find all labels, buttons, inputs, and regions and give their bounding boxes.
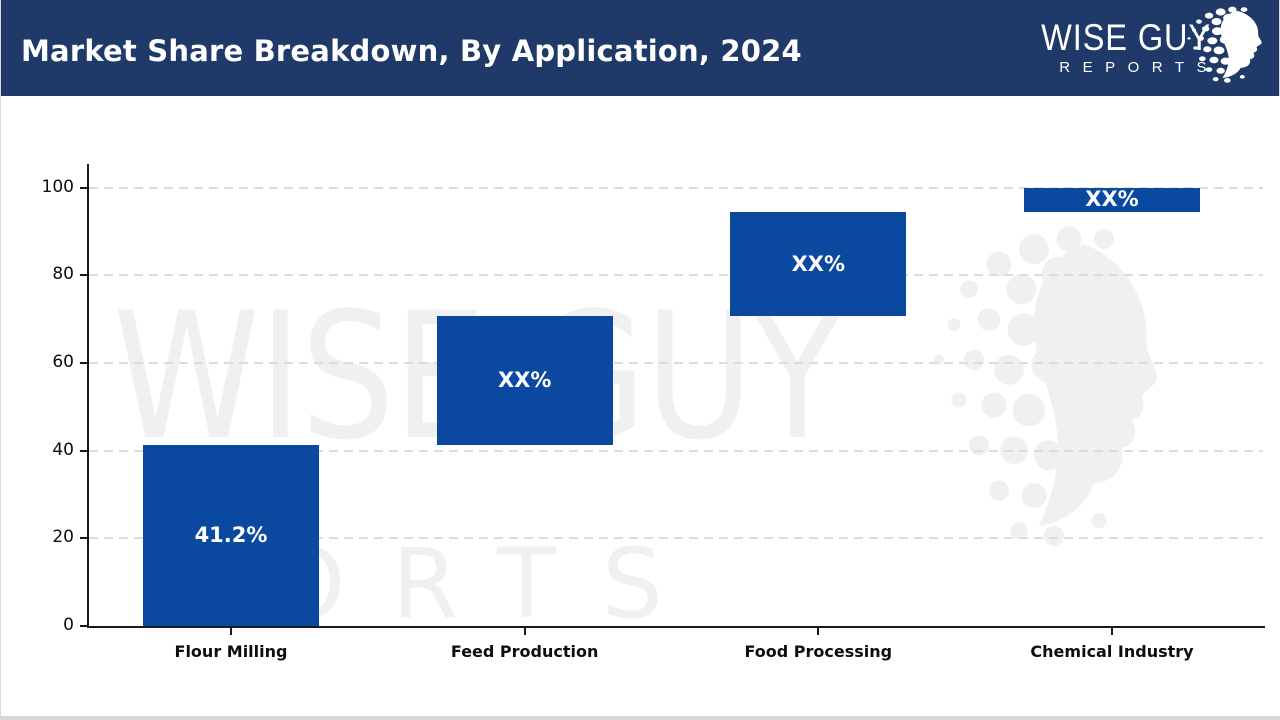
header-banner: Market Share Breakdown, By Application, … (1, 0, 1279, 96)
bar-food-processing: XX% (730, 212, 907, 317)
plot: 0 20 40 60 80 100 41.2% Flour Milling XX% Feed Pr… (1, 96, 1280, 716)
watermark-face-icon (934, 226, 1157, 546)
y-tick-label: 60 (52, 351, 74, 372)
chart-area: WISE GUY PORTS 0 20 40 60 80 100 41.2% Flour Mi… (1, 96, 1280, 716)
x-tick (230, 628, 232, 635)
wiseguy-face-icon (1187, 6, 1262, 83)
y-tick (80, 449, 87, 452)
bar-value-label: XX% (1085, 187, 1139, 212)
gridline (89, 274, 1263, 277)
gridline (89, 361, 1263, 364)
y-tick (80, 625, 87, 627)
logo-subtext: REPORTS (1059, 59, 1219, 76)
gridline (89, 186, 1263, 189)
y-axis (87, 164, 89, 628)
y-tick-label: 100 (41, 176, 74, 197)
x-tick (817, 628, 820, 635)
bar-value-label: XX% (791, 251, 846, 276)
category-label-food-processing: Food Processing (744, 642, 893, 661)
category-label-flour-milling: Flour Milling (174, 642, 288, 661)
gridline (89, 537, 1263, 540)
y-tick (80, 361, 87, 364)
wiseguy-logo: WISE GUY REPORTS (999, 6, 1269, 92)
y-tick-label: 20 (52, 527, 74, 548)
y-tick (80, 537, 87, 540)
x-tick (1111, 628, 1113, 635)
logo-wordmark: WISE GUY (1041, 17, 1211, 58)
y-tick (80, 274, 87, 277)
bar-chemical-industry: XX% (1024, 187, 1200, 213)
y-tick-label: 0 (63, 615, 74, 635)
x-tick (523, 628, 526, 635)
y-tick-label: 80 (52, 264, 74, 285)
bottom-border (1, 716, 1279, 720)
y-tick-label: 40 (52, 439, 74, 460)
category-label-feed-production: Feed Production (450, 642, 599, 661)
bar-feed-production: XX% (436, 316, 613, 446)
y-tick (80, 186, 87, 189)
gridline (89, 449, 1263, 452)
page-title: Market Share Breakdown, By Application, … (21, 34, 802, 68)
x-axis (87, 626, 1265, 628)
category-label-chemical-industry: Chemical Industry (1030, 642, 1194, 661)
bar-flour-milling: 41.2% (143, 445, 319, 626)
bar-value-label: 41.2% (194, 523, 268, 548)
bar-value-label: XX% (497, 368, 552, 393)
